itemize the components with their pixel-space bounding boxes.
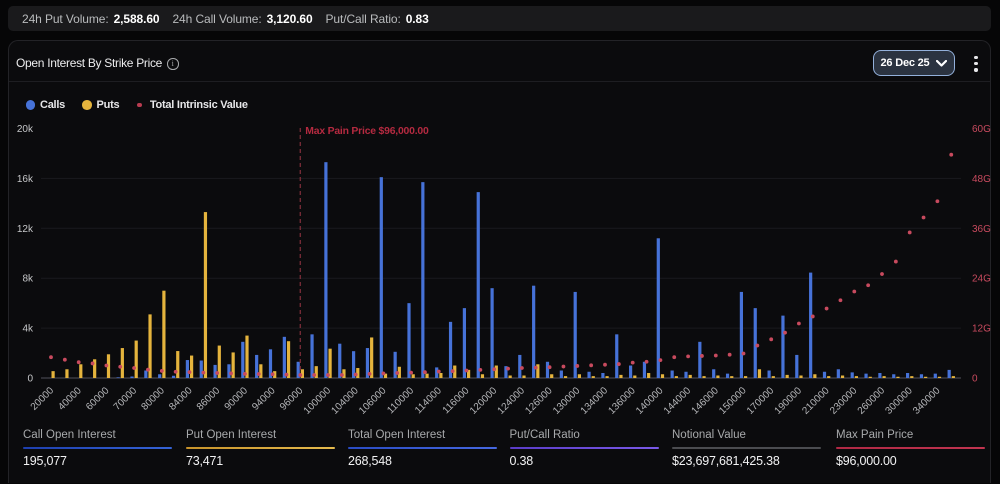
svg-text:170000: 170000: [745, 385, 777, 417]
svg-text:70000: 70000: [112, 385, 140, 413]
svg-text:136000: 136000: [606, 385, 638, 417]
svg-text:0: 0: [27, 374, 33, 385]
svg-text:116000: 116000: [441, 385, 472, 416]
svg-text:20000: 20000: [29, 385, 57, 413]
svg-text:20k: 20k: [17, 124, 34, 135]
svg-text:120000: 120000: [468, 385, 500, 417]
svg-text:94000: 94000: [250, 385, 278, 413]
svg-text:Max Pain Price $96,000.00: Max Pain Price $96,000.00: [305, 126, 429, 137]
svg-text:8k: 8k: [22, 274, 34, 285]
svg-text:110000: 110000: [385, 385, 416, 416]
svg-text:104000: 104000: [329, 385, 361, 417]
svg-text:60G: 60G: [972, 124, 991, 135]
svg-text:230000: 230000: [828, 385, 860, 417]
svg-text:86000: 86000: [195, 385, 223, 413]
svg-text:140000: 140000: [634, 385, 666, 417]
svg-text:260000: 260000: [856, 385, 888, 417]
svg-text:100000: 100000: [302, 385, 334, 417]
svg-text:12k: 12k: [17, 224, 34, 235]
svg-text:40000: 40000: [56, 385, 84, 413]
svg-text:144000: 144000: [662, 385, 694, 417]
svg-text:90000: 90000: [223, 385, 251, 413]
svg-text:4k: 4k: [22, 324, 34, 335]
svg-text:84000: 84000: [167, 385, 195, 413]
svg-text:130000: 130000: [551, 385, 583, 417]
svg-text:80000: 80000: [139, 385, 167, 413]
svg-text:126000: 126000: [523, 385, 555, 417]
svg-text:150000: 150000: [717, 385, 749, 417]
svg-text:36G: 36G: [972, 224, 991, 235]
svg-text:106000: 106000: [357, 385, 389, 417]
svg-text:0: 0: [972, 374, 978, 385]
svg-text:48G: 48G: [972, 174, 991, 185]
svg-text:300000: 300000: [883, 385, 915, 417]
svg-text:134000: 134000: [579, 385, 611, 417]
svg-text:210000: 210000: [800, 385, 832, 417]
svg-text:24G: 24G: [972, 274, 991, 285]
svg-text:114000: 114000: [413, 385, 444, 416]
svg-text:146000: 146000: [690, 385, 722, 417]
svg-text:124000: 124000: [496, 385, 528, 417]
svg-text:60000: 60000: [84, 385, 112, 413]
svg-text:190000: 190000: [773, 385, 805, 417]
svg-text:16k: 16k: [17, 174, 34, 185]
svg-text:340000: 340000: [911, 385, 943, 417]
svg-text:12G: 12G: [972, 324, 991, 335]
